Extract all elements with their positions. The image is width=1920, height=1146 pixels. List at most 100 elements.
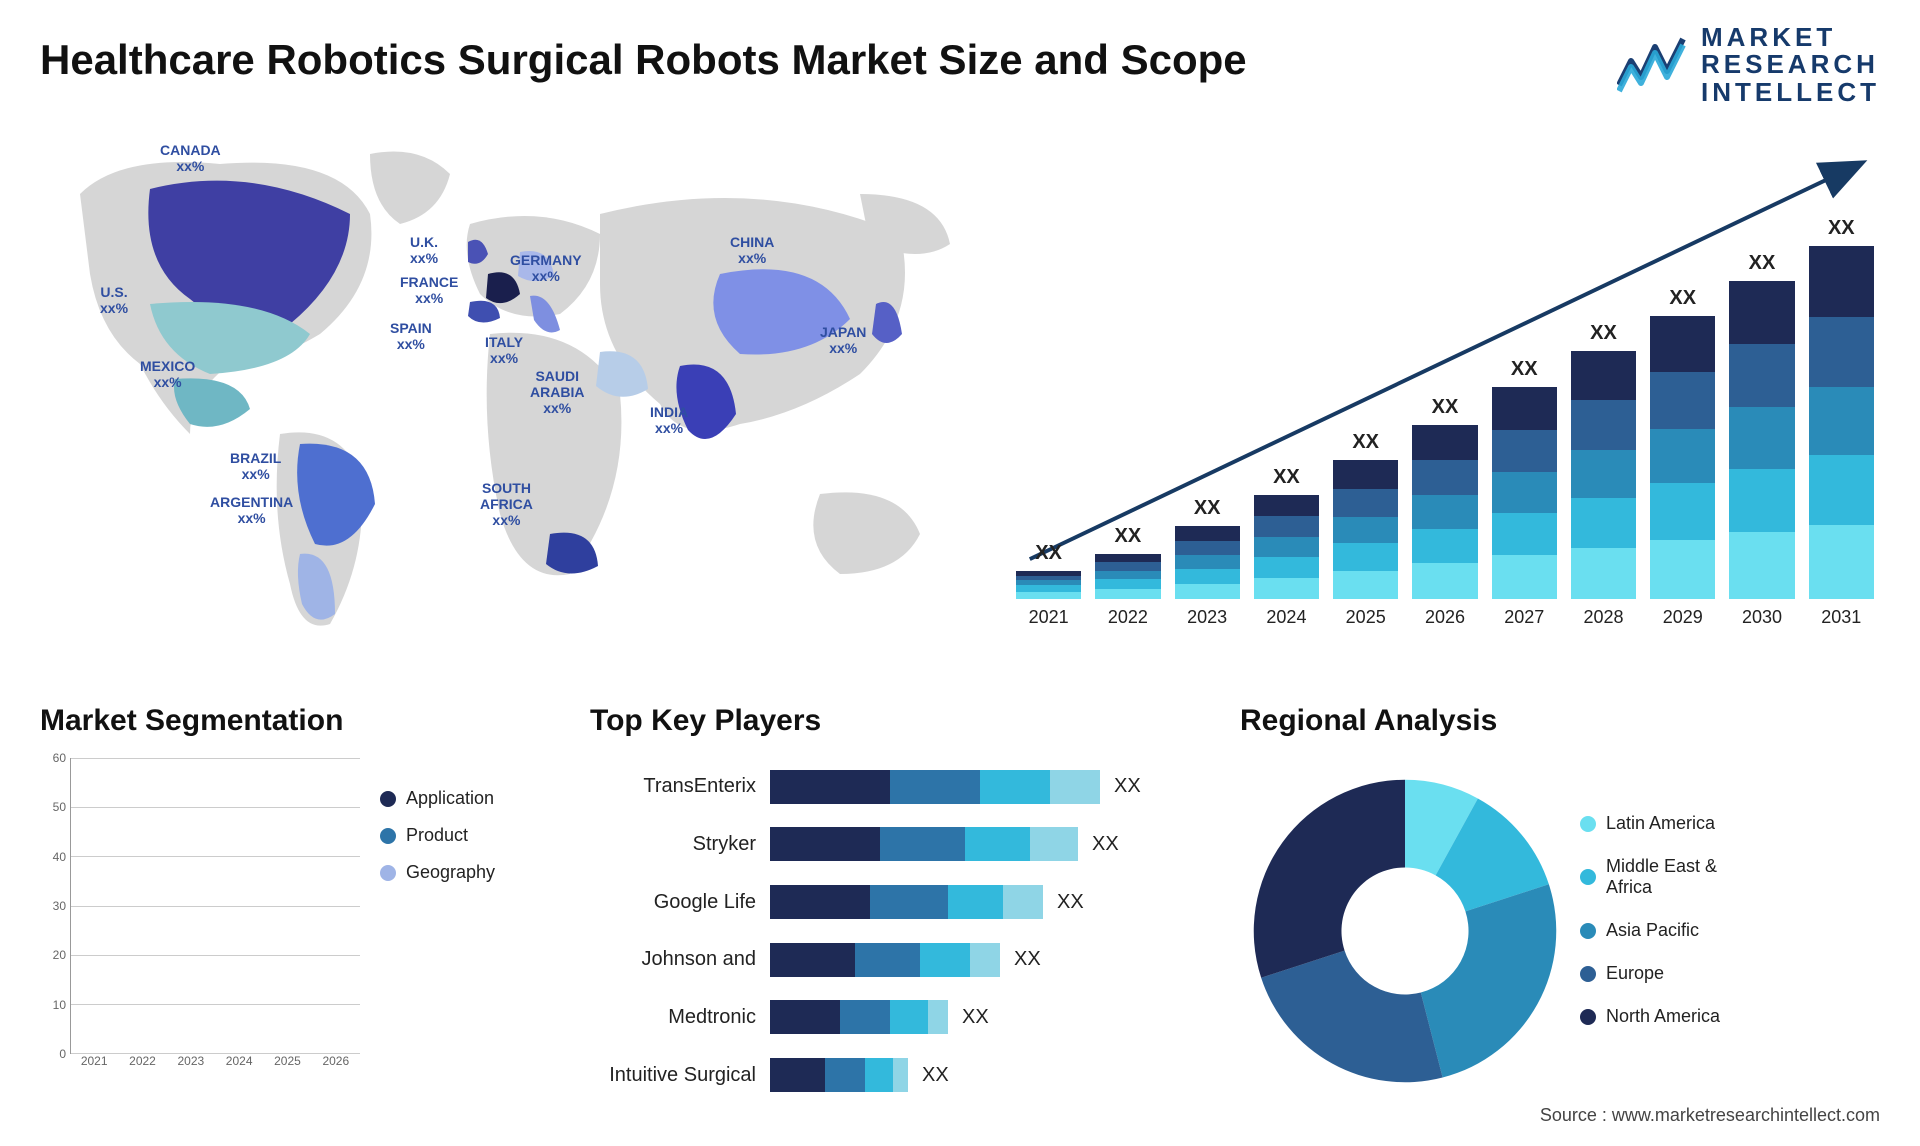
- player-value: XX: [922, 1064, 949, 1087]
- growth-x-label: 2021: [1029, 607, 1069, 628]
- map-label: SPAINxx%: [390, 320, 432, 352]
- growth-bar: [1016, 571, 1081, 599]
- logo-line2: RESEARCH: [1701, 51, 1880, 78]
- growth-bar: [1254, 495, 1319, 599]
- growth-x-label: 2027: [1504, 607, 1544, 628]
- growth-x-label: 2022: [1108, 607, 1148, 628]
- legend-item: Product: [380, 825, 560, 846]
- growth-bar: [1333, 460, 1398, 599]
- legend-item: Geography: [380, 862, 560, 883]
- growth-value-label: XX: [1273, 466, 1300, 489]
- legend-item: Middle East &Africa: [1580, 856, 1880, 898]
- growth-x-label: 2024: [1266, 607, 1306, 628]
- brand-logo: MARKET RESEARCH INTELLECT: [1617, 24, 1880, 106]
- growth-bar: [1571, 351, 1636, 599]
- player-value: XX: [1114, 775, 1141, 798]
- player-value: XX: [1014, 948, 1041, 971]
- growth-bar: [1729, 281, 1794, 599]
- source-text: Source : www.marketresearchintellect.com: [1540, 1105, 1880, 1126]
- growth-x-label: 2028: [1583, 607, 1623, 628]
- donut-slice: [1421, 884, 1556, 1077]
- growth-value-label: XX: [1115, 525, 1142, 548]
- growth-value-label: XX: [1511, 358, 1538, 381]
- map-label: U.K.xx%: [410, 234, 438, 266]
- player-row: XX: [770, 827, 1210, 861]
- legend-item: Application: [380, 788, 560, 809]
- growth-bar: [1650, 316, 1715, 599]
- players-panel: Top Key Players TransEnterix Stryker Googl…: [590, 704, 1210, 1104]
- growth-column: XX 2021: [1016, 542, 1081, 628]
- world-map: [40, 124, 980, 664]
- map-label: ARGENTINAxx%: [210, 494, 293, 526]
- growth-value-label: XX: [1432, 396, 1459, 419]
- legend-item: Europe: [1580, 963, 1880, 984]
- donut-slice: [1261, 951, 1442, 1083]
- growth-column: XX 2023: [1175, 497, 1240, 628]
- player-row: XX: [770, 943, 1210, 977]
- growth-bar: [1175, 526, 1240, 599]
- growth-column: XX 2025: [1333, 431, 1398, 628]
- growth-column: XX 2027: [1492, 358, 1557, 628]
- growth-chart-panel: XX 2021 XX 2022 XX 2023 XX 2024 XX 2025 XX 2026 XX 20…: [1010, 124, 1880, 664]
- growth-bar: [1095, 554, 1160, 599]
- player-value: XX: [962, 1006, 989, 1029]
- players-title: Top Key Players: [590, 704, 1210, 738]
- growth-bar: [1809, 246, 1874, 599]
- growth-column: XX 2031: [1809, 217, 1874, 628]
- map-label: CANADAxx%: [160, 142, 221, 174]
- regional-title: Regional Analysis: [1240, 704, 1880, 738]
- player-value: XX: [1057, 891, 1084, 914]
- growth-value-label: XX: [1669, 287, 1696, 310]
- players-chart: XX XX XX XX XX XX: [770, 758, 1210, 1104]
- growth-value-label: XX: [1035, 542, 1062, 565]
- segmentation-panel: Market Segmentation 0102030405060 202120…: [40, 704, 560, 1104]
- growth-column: XX 2024: [1254, 466, 1319, 628]
- growth-x-label: 2023: [1187, 607, 1227, 628]
- page-title: Healthcare Robotics Surgical Robots Mark…: [40, 36, 1880, 84]
- player-label: Google Life: [590, 891, 770, 914]
- growth-value-label: XX: [1194, 497, 1221, 520]
- growth-value-label: XX: [1828, 217, 1855, 240]
- regional-panel: Regional Analysis Latin America Middle Ea…: [1240, 704, 1880, 1104]
- growth-x-label: 2025: [1346, 607, 1386, 628]
- growth-column: XX 2026: [1412, 396, 1477, 628]
- map-label: SAUDIARABIAxx%: [530, 368, 584, 416]
- player-row: XX: [770, 885, 1210, 919]
- growth-x-label: 2029: [1663, 607, 1703, 628]
- growth-column: XX 2022: [1095, 525, 1160, 628]
- regional-donut: [1240, 766, 1570, 1096]
- map-label: MEXICOxx%: [140, 358, 195, 390]
- player-label: Stryker: [590, 833, 770, 856]
- segmentation-legend: Application Product Geography: [380, 758, 560, 1104]
- map-label: FRANCExx%: [400, 274, 458, 306]
- growth-value-label: XX: [1590, 322, 1617, 345]
- growth-x-label: 2026: [1425, 607, 1465, 628]
- legend-item: Asia Pacific: [1580, 920, 1880, 941]
- logo-line3: INTELLECT: [1701, 79, 1880, 106]
- donut-slice: [1254, 780, 1405, 978]
- map-label: BRAZILxx%: [230, 450, 281, 482]
- player-label: Intuitive Surgical: [590, 1064, 770, 1087]
- growth-column: XX 2030: [1729, 252, 1794, 628]
- map-label: JAPANxx%: [820, 324, 866, 356]
- growth-value-label: XX: [1352, 431, 1379, 454]
- growth-bar: [1492, 387, 1557, 599]
- map-label: GERMANYxx%: [510, 252, 582, 284]
- growth-bar: [1412, 425, 1477, 599]
- player-row: XX: [770, 1000, 1210, 1034]
- legend-item: Latin America: [1580, 813, 1880, 834]
- player-label: Johnson and: [590, 948, 770, 971]
- map-label: ITALYxx%: [485, 334, 523, 366]
- growth-column: XX 2028: [1571, 322, 1636, 628]
- map-label: SOUTHAFRICAxx%: [480, 480, 533, 528]
- player-label: TransEnterix: [590, 775, 770, 798]
- regional-legend: Latin America Middle East &Africa Asia Pac…: [1580, 813, 1880, 1049]
- growth-x-label: 2031: [1821, 607, 1861, 628]
- growth-x-label: 2030: [1742, 607, 1782, 628]
- growth-value-label: XX: [1749, 252, 1776, 275]
- player-value: XX: [1092, 833, 1119, 856]
- player-label: Medtronic: [590, 1006, 770, 1029]
- segmentation-chart: 0102030405060 202120222023202420252026: [40, 758, 360, 1078]
- player-row: XX: [770, 1058, 1210, 1092]
- segmentation-title: Market Segmentation: [40, 704, 560, 738]
